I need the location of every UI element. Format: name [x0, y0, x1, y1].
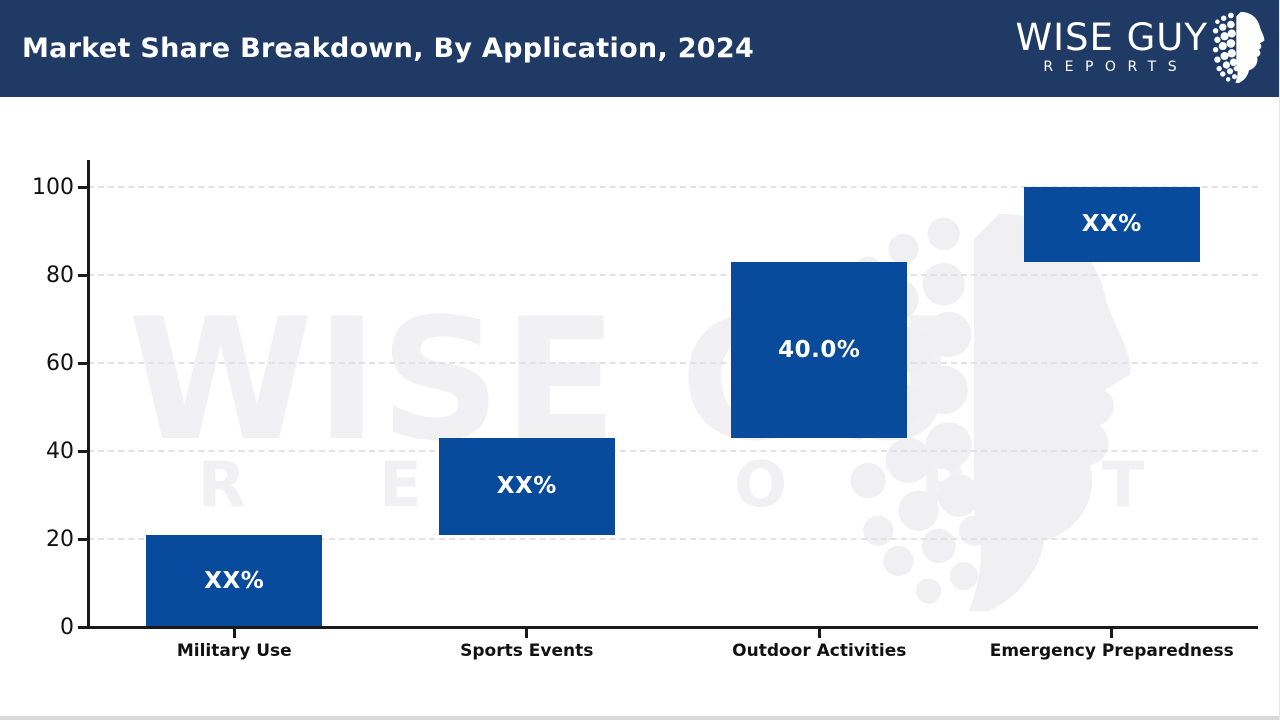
- x-category-label: Emergency Preparedness: [989, 641, 1234, 661]
- bar-segment: XX%: [438, 437, 615, 535]
- bar-segment: XX%: [146, 534, 323, 627]
- y-axis-tick: [78, 625, 87, 629]
- x-axis-tick: [232, 629, 236, 638]
- bar-value-label: XX%: [204, 567, 265, 594]
- x-category-label: Military Use: [176, 641, 292, 661]
- y-tick-label: 80: [46, 263, 74, 288]
- bar-segment: 40.0%: [731, 261, 908, 438]
- y-tick-label: 100: [32, 175, 74, 200]
- x-category-label: Outdoor Activities: [732, 641, 907, 661]
- x-category-label: Sports Events: [460, 641, 594, 661]
- x-axis-tick: [1110, 629, 1114, 638]
- dotted-face-icon: [1212, 8, 1266, 86]
- y-axis-tick: [78, 449, 87, 453]
- y-tick-label: 0: [60, 615, 74, 640]
- bar-value-label: XX%: [1081, 211, 1142, 238]
- bottom-border-strip: [0, 716, 1279, 720]
- logo-text: WISE GUY REPORTS: [1015, 16, 1208, 75]
- y-tick-label: 40: [46, 439, 74, 464]
- x-axis-line: [87, 626, 1258, 629]
- gridline: [88, 274, 1258, 276]
- y-axis-line: [87, 160, 90, 627]
- y-tick-label: 20: [46, 527, 74, 552]
- y-axis-tick: [78, 273, 87, 277]
- gridline: [88, 450, 1258, 452]
- bar-segment: XX%: [1023, 187, 1200, 262]
- y-tick-label: 60: [46, 351, 74, 376]
- wise-guy-reports-logo: WISE GUY REPORTS: [1016, 8, 1266, 86]
- logo-wordmark: WISE GUY: [1015, 16, 1208, 60]
- gridline: [88, 538, 1258, 540]
- bar-value-label: XX%: [496, 473, 557, 500]
- y-axis-tick: [78, 361, 87, 365]
- y-axis-tick: [78, 537, 87, 541]
- logo-reports-text: REPORTS: [1043, 58, 1189, 75]
- x-axis-tick: [817, 629, 821, 638]
- x-axis-tick: [525, 629, 529, 638]
- y-axis-tick: [78, 185, 87, 189]
- page-title: Market Share Breakdown, By Application, …: [22, 33, 755, 64]
- gridline: [88, 186, 1258, 188]
- header-bar: Market Share Breakdown, By Application, …: [0, 0, 1279, 97]
- bar-value-label: 40.0%: [778, 336, 861, 363]
- gridline: [88, 362, 1258, 364]
